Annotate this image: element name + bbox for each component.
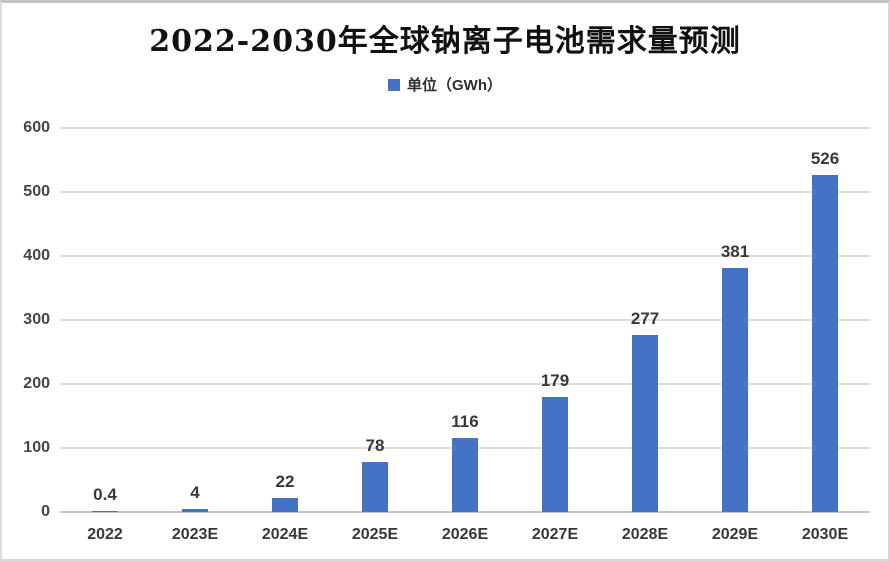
bar-value-label-2022: 0.4 xyxy=(93,484,117,504)
x-axis-tick-2024E: 2024E xyxy=(261,526,309,543)
bar-value-label-2023E: 4 xyxy=(190,483,200,503)
bar-2026E xyxy=(452,437,478,512)
bar-value-label-2025E: 78 xyxy=(365,436,385,456)
x-axis-tick-2030E: 2030E xyxy=(801,526,849,543)
legend: 单位（GWh） xyxy=(2,74,888,95)
x-axis-tick-2026E: 2026E xyxy=(441,526,489,543)
x-axis-tick-2025E: 2025E xyxy=(351,526,399,543)
bar-value-label-2030E: 526 xyxy=(810,149,840,169)
bar-2030E xyxy=(812,175,838,512)
gridline-500 xyxy=(60,191,870,193)
bar-2029E xyxy=(722,268,748,512)
y-axis-tick-200: 200 xyxy=(23,375,50,392)
y-axis-tick-100: 100 xyxy=(23,439,50,456)
bar-value-label-2028E: 277 xyxy=(630,308,660,328)
y-axis-tick-600: 600 xyxy=(23,119,50,136)
y-axis-tick-500: 500 xyxy=(23,183,50,200)
x-axis-tick-2029E: 2029E xyxy=(711,526,759,543)
plot-area: 0 100 200 300 400 500 600 0.4 2022 4 2023E 22 2024E 7… xyxy=(2,3,888,559)
bar-2028E xyxy=(632,334,658,512)
bar-2027E xyxy=(542,397,568,512)
bar-2023E xyxy=(182,509,208,512)
gridline-200 xyxy=(60,383,870,385)
gridline-400 xyxy=(60,255,870,257)
bar-value-label-2029E: 381 xyxy=(720,242,750,262)
gridline-0 xyxy=(60,511,870,513)
y-axis-tick-0: 0 xyxy=(41,503,50,520)
x-axis-tick-2028E: 2028E xyxy=(621,526,669,543)
y-axis-tick-300: 300 xyxy=(23,311,50,328)
bar-2022 xyxy=(92,510,118,512)
legend-label: 单位（GWh） xyxy=(407,77,502,94)
bar-2024E xyxy=(272,497,298,512)
bar-2025E xyxy=(362,462,388,512)
chart-title: 2022-2030年全球钠离子电池需求量预测 xyxy=(149,24,741,59)
gridline-300 xyxy=(60,319,870,321)
x-axis-tick-2023E: 2023E xyxy=(171,526,219,543)
x-axis-tick-2022: 2022 xyxy=(87,526,123,543)
gridline-600 xyxy=(60,127,870,129)
y-axis-tick-400: 400 xyxy=(23,247,50,264)
bar-value-label-2026E: 116 xyxy=(451,411,479,431)
x-axis-tick-2027E: 2027E xyxy=(531,526,579,543)
bar-value-label-2024E: 22 xyxy=(275,471,295,491)
legend-swatch-icon xyxy=(388,78,400,91)
bar-value-label-2027E: 179 xyxy=(540,371,570,391)
